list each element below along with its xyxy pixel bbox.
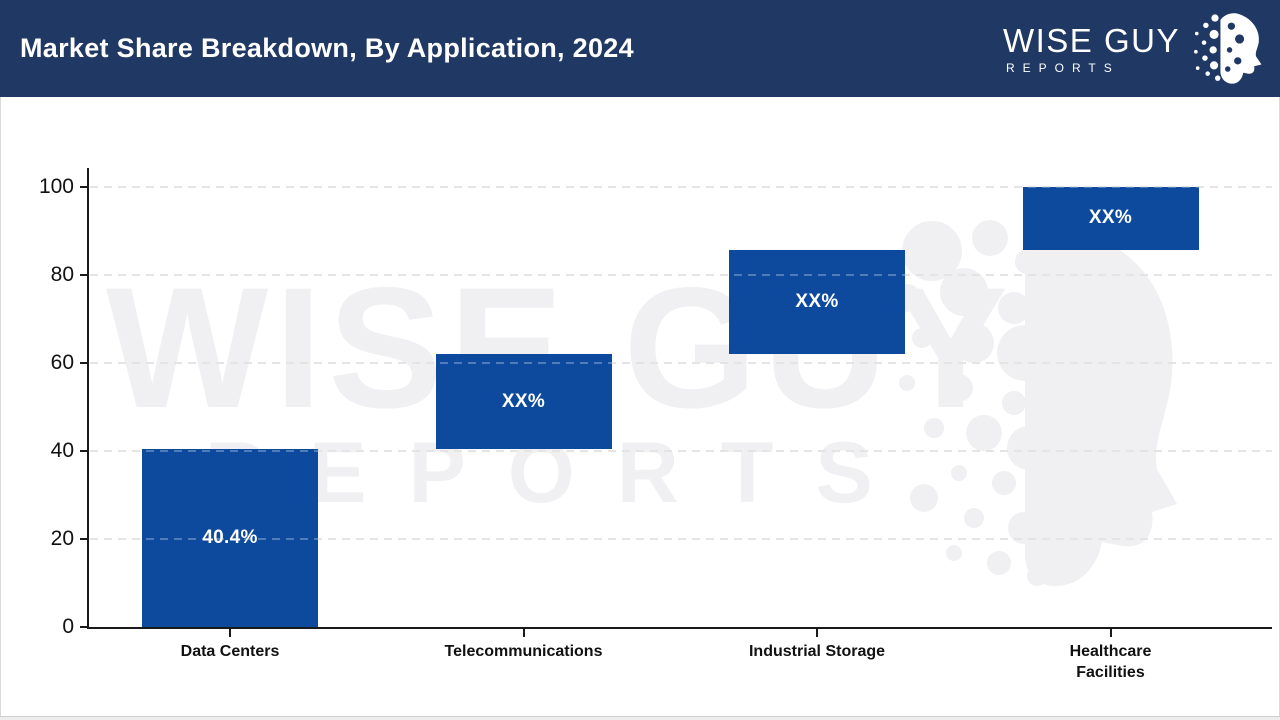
bar-telecommunications: [435, 354, 612, 450]
y-axis-spine: [87, 168, 89, 629]
gridline-overlay-100: [90, 186, 1272, 188]
gridline-20: [90, 538, 1272, 540]
x-tick-mark-telecommunications: [522, 629, 525, 637]
watermark-face-icon: [893, 220, 1177, 587]
footer-strip: [0, 716, 1280, 720]
y-tick-label-40: 40: [50, 439, 74, 462]
y-tick-label-20: 20: [50, 527, 74, 550]
gridline-overlay-40: [90, 450, 1272, 452]
y-tick-mark-40: [80, 450, 89, 452]
x-tick-label-line: Telecommunications: [444, 643, 603, 660]
bar-label-data-centers: 40.4%: [202, 527, 258, 549]
y-tick-mark-20: [80, 538, 89, 540]
chart-title: Market Share Breakdown, By Application, …: [20, 33, 634, 63]
bar-label-telecommunications: XX%: [501, 390, 546, 412]
header-band: Market Share Breakdown, By Application, …: [0, 0, 1280, 97]
logo-text: WISE GUY REPORTS: [1003, 24, 1180, 74]
y-tick-label-100: 100: [38, 175, 74, 198]
gridline-80: [90, 274, 1272, 276]
x-tick-label-line: Healthcare: [1069, 643, 1152, 660]
x-tick-label-industrial-storage: Industrial Storage: [687, 641, 947, 662]
logo-face-icon: [1194, 12, 1262, 84]
y-tick-mark-60: [80, 362, 89, 364]
gridline-overlay-20: [90, 538, 1272, 540]
x-tick-mark-healthcare-facilities: [1109, 629, 1112, 637]
x-tick-label-line: Industrial Storage: [748, 643, 886, 660]
x-tick-label-data-centers: Data Centers: [100, 641, 360, 662]
logo-wordmark: WISE GUY: [1002, 21, 1180, 59]
gridline-overlay-80: [90, 274, 1272, 276]
wiseguy-logo: WISE GUY REPORTS: [1003, 7, 1266, 91]
x-tick-label-line: Facilities: [1076, 664, 1145, 681]
y-tick-mark-0: [80, 626, 89, 628]
gridline-overlay-60: [90, 362, 1272, 364]
gridline-100: [90, 186, 1272, 188]
y-tick-mark-100: [80, 186, 89, 188]
x-tick-mark-industrial-storage: [816, 629, 818, 637]
bar-industrial-storage: [729, 249, 905, 355]
bar-label-industrial-storage: XX%: [795, 291, 839, 313]
bar-label-healthcare-facilities: XX%: [1088, 207, 1133, 229]
bar-data-centers: [142, 449, 318, 627]
y-tick-label-80: 80: [50, 263, 74, 286]
x-tick-label-healthcare-facilities: Healthcare Facilities: [981, 641, 1241, 683]
x-tick-label-telecommunications: Telecommunications: [394, 641, 654, 662]
x-tick-mark-data-centers: [229, 629, 231, 637]
y-tick-mark-80: [80, 274, 89, 276]
y-tick-label-0: 0: [62, 615, 74, 638]
gridline-60: [90, 362, 1272, 364]
y-tick-label-60: 60: [50, 351, 74, 374]
logo-subtext: REPORTS: [1005, 60, 1120, 75]
x-axis-spine: [87, 627, 1272, 629]
gridline-40: [90, 450, 1272, 452]
x-tick-label-line: Data Centers: [180, 643, 280, 660]
bar-healthcare-facilities: [1022, 187, 1199, 250]
